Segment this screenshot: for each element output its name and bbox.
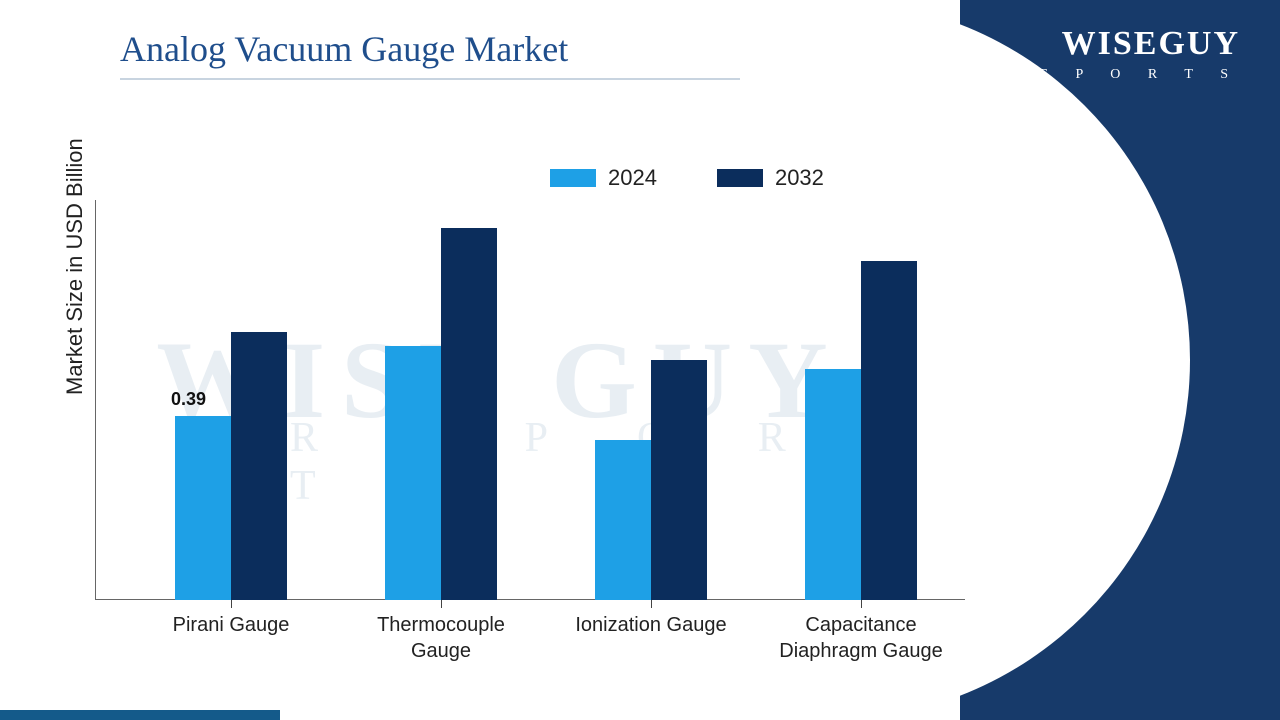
category-label: Capacitance Diaphragm Gauge <box>771 612 951 664</box>
bar-2032 <box>861 261 917 600</box>
legend-label-2024: 2024 <box>608 165 657 191</box>
y-axis-label: Market Size in USD Billion <box>62 138 88 395</box>
bottom-accent-bar <box>0 710 280 720</box>
logo-main: WISEGUY <box>1003 25 1240 63</box>
title-underline <box>120 78 740 80</box>
legend-item-2032: 2032 <box>717 165 824 191</box>
logo-sub: R E P O R T S <box>1003 67 1240 83</box>
category-label: Pirani Gauge <box>141 612 321 638</box>
legend-item-2024: 2024 <box>550 165 657 191</box>
chart-content: WISE GUY R E P O R T S Analog Vacuum Gau… <box>0 0 1280 720</box>
category-label: Ionization Gauge <box>561 612 741 638</box>
category-label: Thermocouple Gauge <box>351 612 531 664</box>
logo: WISEGUY R E P O R T S <box>1003 25 1240 83</box>
chart-area: 0.39Pirani GaugeThermocouple GaugeIoniza… <box>95 200 965 600</box>
bar-2024 <box>385 346 441 600</box>
bar-2032 <box>651 360 707 600</box>
tick <box>651 600 652 608</box>
bar-2032 <box>231 332 287 600</box>
legend-swatch-2024 <box>550 169 596 187</box>
legend: 2024 2032 <box>550 165 824 191</box>
tick <box>861 600 862 608</box>
bar-2032 <box>441 228 497 600</box>
tick <box>441 600 442 608</box>
bar-2024 <box>805 369 861 600</box>
y-axis <box>95 200 96 600</box>
bar-2024 <box>595 440 651 600</box>
tick <box>231 600 232 608</box>
value-label: 0.39 <box>171 389 206 410</box>
bar-2024 <box>175 416 231 600</box>
legend-swatch-2032 <box>717 169 763 187</box>
chart-title: Analog Vacuum Gauge Market <box>120 28 568 70</box>
legend-label-2032: 2032 <box>775 165 824 191</box>
